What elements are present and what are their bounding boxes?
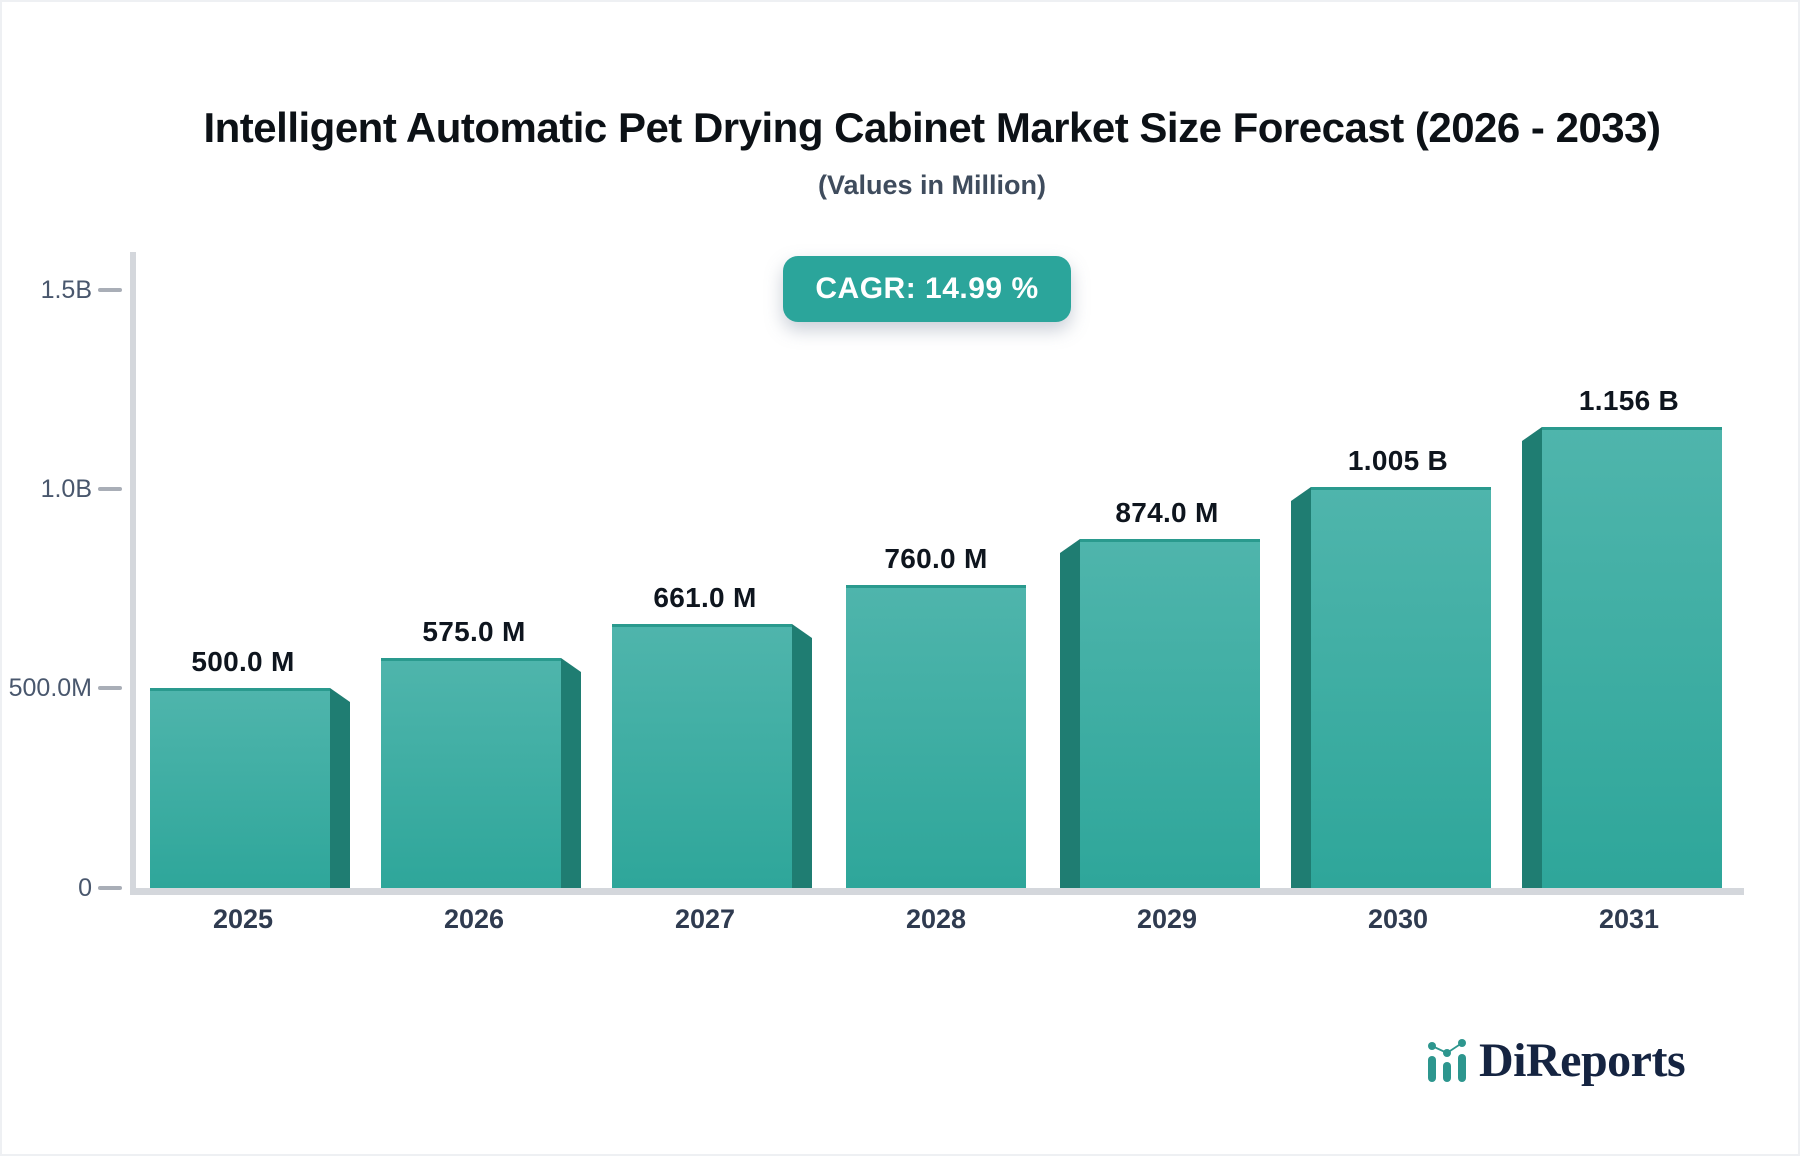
bar-top-edge [1311, 487, 1491, 490]
bar-2027 [612, 624, 812, 890]
bar-side-face [561, 658, 581, 890]
bar-front-face [846, 585, 1026, 890]
bar-side-face [330, 688, 350, 890]
bar-front-face [1311, 487, 1491, 890]
bar-value-label: 760.0 M [884, 543, 988, 574]
x-category-label: 2025 [212, 904, 274, 934]
bar-front-face [150, 688, 330, 890]
bar-side-face [1522, 427, 1542, 890]
x-category-label: 2031 [1598, 904, 1660, 934]
bar-value-label: 661.0 M [653, 582, 757, 613]
bar-2026 [381, 658, 581, 890]
bar-side-face [1291, 487, 1311, 890]
bar-front-face [612, 624, 792, 890]
bar-top-edge [381, 658, 561, 661]
x-axis-baseline [130, 888, 1744, 895]
direports-logo: DiReports [1426, 1034, 1686, 1087]
logo-text: DiReports [1479, 1034, 1686, 1087]
bar-top-edge [150, 688, 330, 691]
bar-side-face [1060, 539, 1080, 890]
bar-side-face [792, 624, 812, 890]
bar-2025 [150, 688, 350, 890]
y-tick-label: 500.0M [8, 674, 92, 702]
bar-value-label: 500.0 M [191, 646, 295, 677]
chart-title: Intelligent Automatic Pet Drying Cabinet… [203, 104, 1661, 151]
bar-2029 [1060, 539, 1260, 890]
mini-bar-chart-icon [1428, 1039, 1466, 1082]
bar-value-label: 1.005 B [1347, 445, 1449, 476]
cagr-badge: CAGR: 14.99 % [783, 256, 1071, 322]
y-tick-dash [98, 288, 122, 292]
bar-top-edge [612, 624, 792, 627]
x-category-label: 2030 [1367, 904, 1429, 934]
y-tick-label: 0 [78, 874, 92, 902]
x-category-label: 2029 [1136, 904, 1198, 934]
x-category-label: 2026 [443, 904, 505, 934]
bar-2028 [846, 585, 1026, 890]
chart-subtitle: (Values in Million) [817, 170, 1047, 200]
y-tick-dash [98, 886, 122, 890]
y-tick-label: 1.0B [40, 475, 92, 503]
bar-2030 [1291, 487, 1491, 890]
bar-value-label: 874.0 M [1115, 497, 1219, 528]
y-axis-line [130, 252, 136, 895]
y-tick-label: 1.5B [40, 276, 92, 304]
y-tick-dash [98, 487, 122, 491]
bar-value-label: 1.156 B [1578, 385, 1680, 416]
x-category-label: 2028 [905, 904, 967, 934]
bar-front-face [381, 658, 561, 890]
x-category-label: 2027 [674, 904, 736, 934]
bar-front-face [1080, 539, 1260, 890]
bar-top-edge [846, 585, 1026, 588]
bar-top-edge [1542, 427, 1722, 430]
bar-front-face [1542, 427, 1722, 890]
bar-value-label: 575.0 M [422, 616, 526, 647]
bar-top-edge [1080, 539, 1260, 542]
bar-2031 [1522, 427, 1722, 890]
y-tick-dash [98, 686, 122, 690]
